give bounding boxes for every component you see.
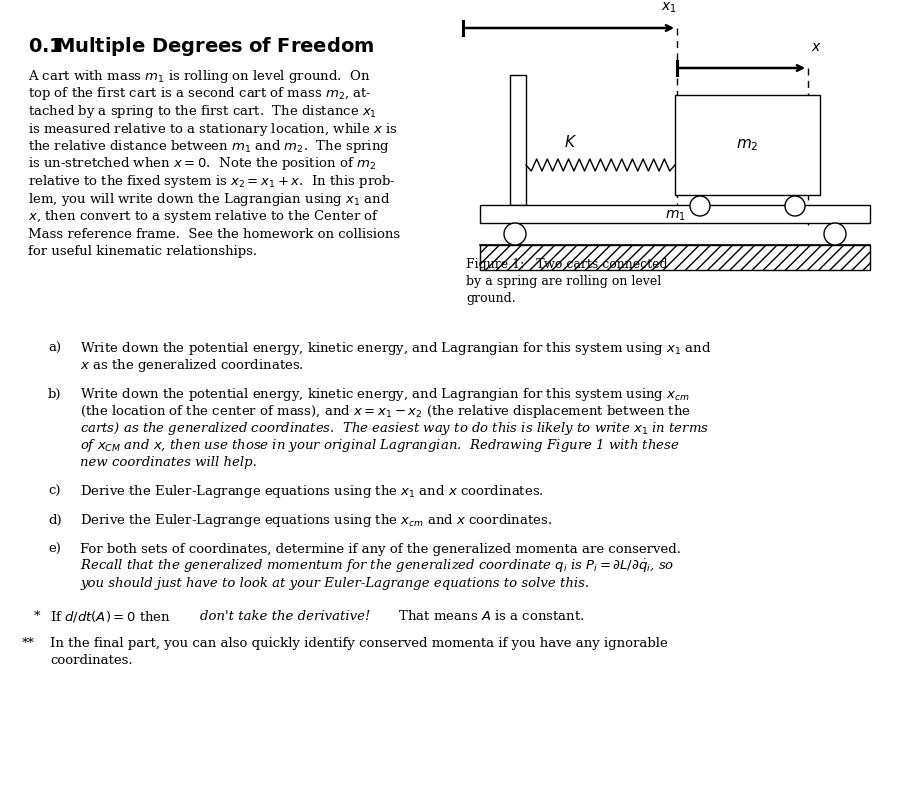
Text: ground.: ground.: [466, 292, 516, 305]
Text: new coordinates will help.: new coordinates will help.: [80, 456, 256, 469]
Text: Write down the potential energy, kinetic energy, and Lagrangian for this system : Write down the potential energy, kinetic…: [80, 386, 690, 403]
Text: Derive the Euler-Lagrange equations using the $x_{cm}$ and $x$ coordinates.: Derive the Euler-Lagrange equations usin…: [80, 512, 553, 529]
Text: For both sets of coordinates, determine if any of the generalized momenta are co: For both sets of coordinates, determine …: [80, 543, 681, 556]
Text: don't take the derivative!: don't take the derivative!: [200, 610, 371, 623]
Text: $K$: $K$: [564, 134, 577, 150]
Text: Write down the potential energy, kinetic energy, and Lagrangian for this system : Write down the potential energy, kinetic…: [80, 340, 712, 357]
Text: *: *: [34, 610, 40, 623]
Text: $x$: $x$: [811, 40, 822, 54]
Text: is un-stretched when $x=0$.  Note the position of $m_2$: is un-stretched when $x=0$. Note the pos…: [28, 156, 376, 173]
Text: Mass reference frame.  See the homework on collisions: Mass reference frame. See the homework o…: [28, 228, 400, 240]
Text: $x$, then convert to a system relative to the Center of: $x$, then convert to a system relative t…: [28, 208, 380, 225]
Text: $x_1$: $x_1$: [662, 1, 677, 15]
Text: carts) as the generalized coordinates.  The easiest way to do this is likely to : carts) as the generalized coordinates. T…: [80, 420, 709, 437]
Bar: [480, 245, 870, 270]
Text: relative to the fixed system is $x_2=x_1+x$.  In this prob-: relative to the fixed system is $x_2=x_1…: [28, 173, 396, 190]
Bar: [510, 75, 526, 205]
Text: Figure 1:   Two carts connected: Figure 1: Two carts connected: [466, 258, 668, 271]
Circle shape: [504, 223, 526, 245]
Bar: [675, 95, 820, 195]
Text: b): b): [48, 388, 61, 401]
Text: In the final part, you can also quickly identify conserved momenta if you have a: In the final part, you can also quickly …: [50, 637, 668, 650]
Text: e): e): [48, 543, 61, 556]
Text: If $d/dt(A)=0$ then: If $d/dt(A)=0$ then: [50, 609, 171, 623]
Text: (the location of the center of mass), and $x=x_1-x_2$ (the relative displacement: (the location of the center of mass), an…: [80, 403, 691, 420]
Text: That means $A$ is a constant.: That means $A$ is a constant.: [390, 609, 584, 623]
Text: is measured relative to a stationary location, while $x$ is: is measured relative to a stationary loc…: [28, 121, 398, 137]
Text: top of the first cart is a second cart of mass $m_2$, at-: top of the first cart is a second cart o…: [28, 85, 372, 102]
Text: d): d): [48, 514, 61, 527]
Text: coordinates.: coordinates.: [50, 654, 132, 667]
Text: a): a): [48, 342, 61, 355]
Text: **: **: [22, 637, 35, 650]
Text: $\bf{0.1}$: $\bf{0.1}$: [28, 38, 63, 56]
Text: the relative distance between $m_1$ and $m_2$.  The spring: the relative distance between $m_1$ and …: [28, 138, 390, 155]
Text: you should just have to look at your Euler-Lagrange equations to solve this.: you should just have to look at your Eul…: [80, 577, 590, 590]
Text: A cart with mass $m_1$ is rolling on level ground.  On: A cart with mass $m_1$ is rolling on lev…: [28, 68, 371, 85]
Text: Derive the Euler-Lagrange equations using the $x_1$ and $x$ coordinates.: Derive the Euler-Lagrange equations usin…: [80, 483, 544, 500]
Text: $x$ as the generalized coordinates.: $x$ as the generalized coordinates.: [80, 357, 304, 374]
Text: Recall that the generalized momentum for the generalized coordinate $q_i$ is $P_: Recall that the generalized momentum for…: [80, 558, 674, 575]
Text: for useful kinematic relationships.: for useful kinematic relationships.: [28, 245, 257, 258]
Text: tached by a spring to the first cart.  The distance $x_1$: tached by a spring to the first cart. Th…: [28, 103, 377, 120]
Text: of $x_{CM}$ and $x$, then use those in your original Lagrangian.  Redrawing Figu: of $x_{CM}$ and $x$, then use those in y…: [80, 437, 680, 454]
Text: by a spring are rolling on level: by a spring are rolling on level: [466, 275, 662, 288]
Circle shape: [785, 196, 805, 216]
Text: $m_1$: $m_1$: [664, 209, 686, 223]
Circle shape: [824, 223, 846, 245]
Text: $m_2$: $m_2$: [736, 137, 759, 153]
Circle shape: [690, 196, 710, 216]
Text: lem, you will write down the Lagrangian using $x_1$ and: lem, you will write down the Lagrangian …: [28, 190, 391, 208]
Text: $\bf{Multiple\ Degrees\ of\ Freedom}$: $\bf{Multiple\ Degrees\ of\ Freedom}$: [55, 35, 374, 58]
Text: c): c): [48, 485, 60, 498]
Bar: [480, 205, 870, 223]
